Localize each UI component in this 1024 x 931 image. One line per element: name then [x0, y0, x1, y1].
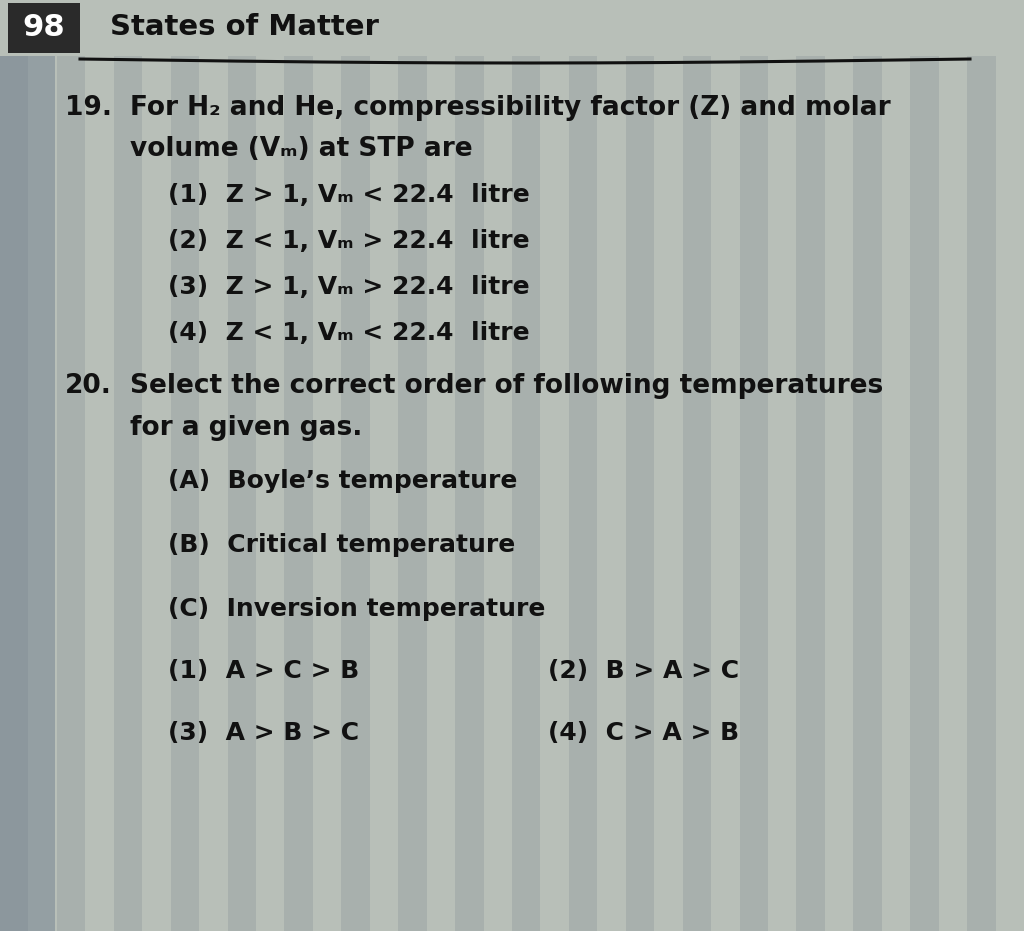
Bar [227, 0, 256, 931]
Bar [967, 0, 995, 931]
Bar [0, 0, 29, 931]
Bar [683, 0, 711, 931]
Bar [0, 0, 55, 931]
Text: (B)  Critical temperature: (B) Critical temperature [168, 533, 515, 557]
Bar [57, 0, 85, 931]
Text: 19.: 19. [65, 95, 112, 121]
Bar [569, 0, 597, 931]
Text: 20.: 20. [65, 373, 112, 399]
Bar [0, 0, 1024, 56]
Bar [853, 0, 882, 931]
Bar [797, 0, 825, 931]
Text: States of Matter: States of Matter [110, 13, 379, 41]
Text: (4)  Z < 1, Vₘ < 22.4  litre: (4) Z < 1, Vₘ < 22.4 litre [168, 321, 529, 345]
Text: for a given gas.: for a given gas. [130, 415, 362, 441]
Text: 98: 98 [23, 12, 66, 42]
Text: (2)  B > A > C: (2) B > A > C [548, 659, 739, 683]
Text: (3)  A > B > C: (3) A > B > C [168, 721, 359, 745]
Text: (A)  Boyle’s temperature: (A) Boyle’s temperature [168, 469, 517, 493]
Bar [285, 0, 313, 931]
Text: (C)  Inversion temperature: (C) Inversion temperature [168, 597, 546, 621]
Bar [455, 0, 483, 931]
Text: (1)  A > C > B: (1) A > C > B [168, 659, 359, 683]
Bar [910, 0, 939, 931]
Bar [512, 0, 541, 931]
Bar [398, 0, 427, 931]
Bar [8, 3, 80, 53]
Text: volume (Vₘ) at STP are: volume (Vₘ) at STP are [130, 136, 473, 162]
Text: For H₂ and He, compressibility factor (Z) and molar: For H₂ and He, compressibility factor (Z… [130, 95, 891, 121]
Bar [171, 0, 199, 931]
Text: (1)  Z > 1, Vₘ < 22.4  litre: (1) Z > 1, Vₘ < 22.4 litre [168, 183, 529, 207]
Bar [341, 0, 370, 931]
Bar [114, 0, 142, 931]
Text: (2)  Z < 1, Vₘ > 22.4  litre: (2) Z < 1, Vₘ > 22.4 litre [168, 229, 529, 253]
Text: Select the correct order of following temperatures: Select the correct order of following te… [130, 373, 884, 399]
Bar [626, 0, 654, 931]
Bar [739, 0, 768, 931]
Text: (3)  Z > 1, Vₘ > 22.4  litre: (3) Z > 1, Vₘ > 22.4 litre [168, 275, 529, 299]
Text: (4)  C > A > B: (4) C > A > B [548, 721, 739, 745]
